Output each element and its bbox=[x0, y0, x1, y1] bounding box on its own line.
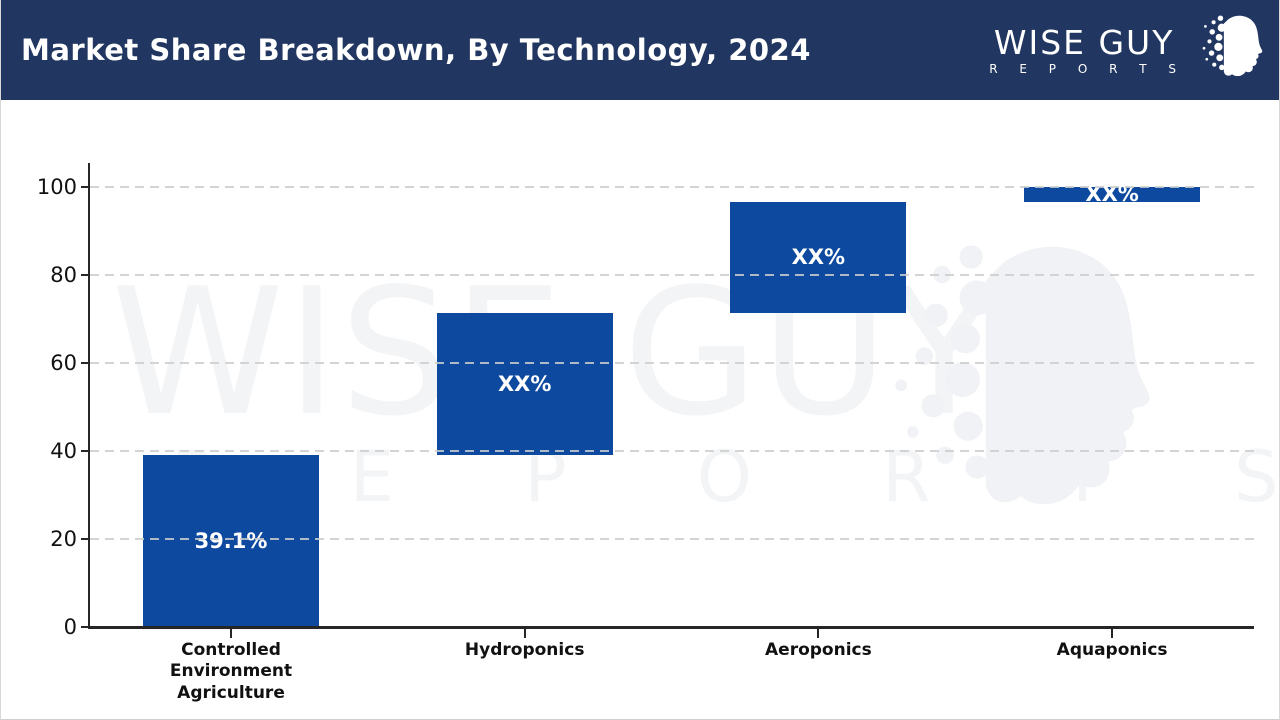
x-tick-mark bbox=[1111, 629, 1114, 638]
bar-segment-3: XX% bbox=[730, 201, 907, 313]
bar-segment-1: 39.1% bbox=[143, 454, 319, 627]
y-tick-label: 40 bbox=[50, 439, 77, 463]
x-category-label: Hydroponics bbox=[464, 640, 585, 660]
x-tick-mark bbox=[230, 629, 232, 638]
bar-segment-4: XX% bbox=[1024, 182, 1201, 206]
wiseguy-logo-subtext: R E P O R T S bbox=[989, 61, 1185, 76]
x-category-label: Aquaponics bbox=[1056, 640, 1168, 660]
y-tick-mark bbox=[81, 362, 89, 364]
x-category-label: Aeroponics bbox=[765, 640, 872, 660]
wiseguy-face-icon bbox=[1202, 15, 1263, 77]
y-tick-label: 100 bbox=[36, 175, 77, 199]
y-tick-label: 60 bbox=[50, 351, 77, 375]
x-axis-spine bbox=[88, 626, 1254, 629]
y-tick-mark bbox=[81, 450, 89, 452]
gridline-y20 bbox=[90, 538, 1254, 540]
gridline-y80 bbox=[90, 274, 1254, 276]
y-tick-mark bbox=[81, 274, 89, 276]
watermark-face-icon bbox=[895, 245, 1150, 505]
y-tick-mark bbox=[81, 186, 89, 188]
gridline-y40 bbox=[90, 450, 1254, 452]
x-tick-mark bbox=[523, 629, 526, 638]
y-axis-spine bbox=[88, 163, 90, 629]
y-tick-label: 0 bbox=[63, 615, 77, 639]
wiseguy-logo-wordmark: WISE GUY bbox=[993, 23, 1175, 63]
gridline-y100 bbox=[90, 186, 1254, 188]
wiseguy-logo: WISE GUY R E P O R T S bbox=[983, 8, 1273, 94]
gridline-y60 bbox=[90, 362, 1254, 364]
bar-segment-2: XX% bbox=[436, 312, 613, 455]
y-tick-mark bbox=[81, 538, 89, 540]
y-tick-label: 80 bbox=[50, 263, 77, 287]
wiseguy-logo-text: WISE GUY R E P O R T S bbox=[983, 26, 1185, 76]
y-tick-mark bbox=[81, 626, 89, 628]
chart-title: Market Share Breakdown, By Technology, 2… bbox=[21, 33, 811, 67]
bar-value-label: XX% bbox=[497, 371, 552, 396]
y-tick-label: 20 bbox=[50, 527, 77, 551]
x-tick-mark bbox=[817, 629, 820, 638]
bar-value-label: 39.1% bbox=[194, 528, 268, 553]
bar-value-label: XX% bbox=[791, 245, 846, 270]
header-band: Market Share Breakdown, By Technology, 2… bbox=[1, 0, 1279, 100]
x-category-label: Controlled Environment Agriculture bbox=[169, 640, 293, 703]
